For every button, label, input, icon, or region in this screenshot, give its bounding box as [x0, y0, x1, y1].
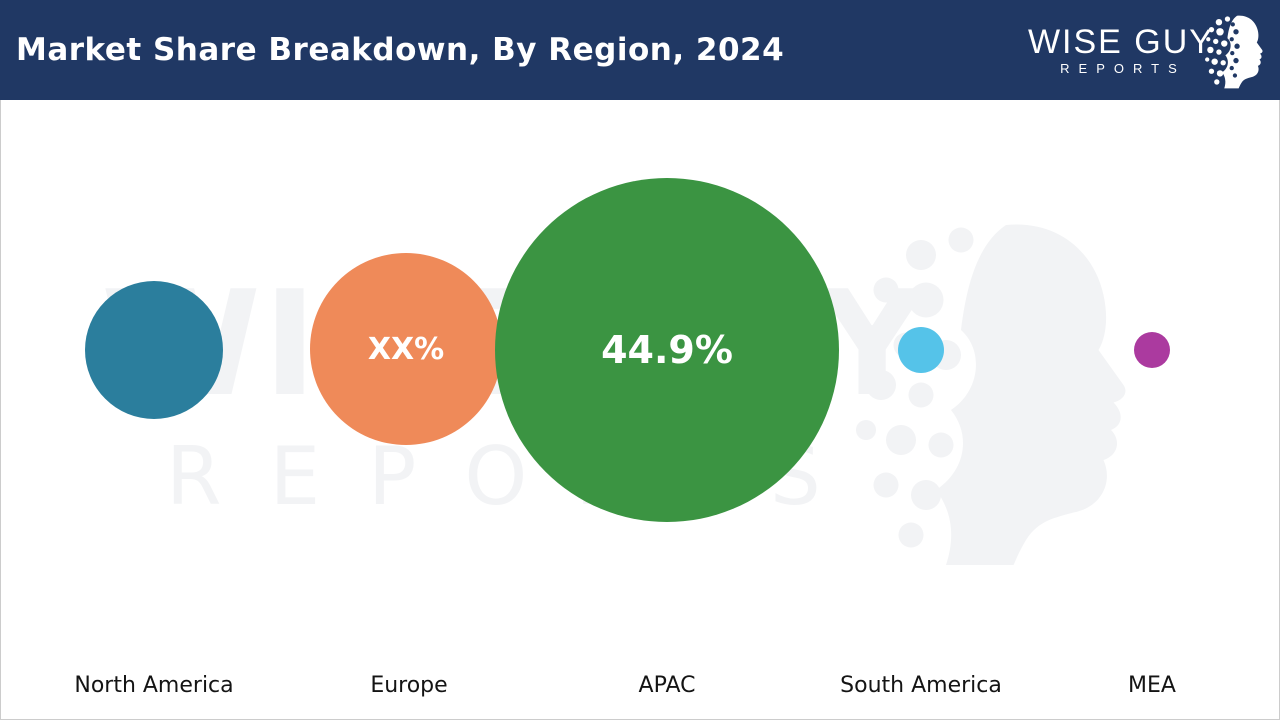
watermark-face-icon [856, 224, 1126, 565]
bubble-south-america [898, 327, 944, 373]
category-label-north-america: North America [74, 673, 234, 698]
bubble-value-label: XX% [367, 331, 445, 367]
brand-name: WISE GUY [1027, 22, 1214, 61]
brand-subtitle: REPORTS [1060, 60, 1186, 76]
bubble-apac: 44.9% [495, 178, 839, 522]
header-bar: Market Share Breakdown, By Region, 2024 … [0, 0, 1280, 100]
face-profile-icon [1205, 15, 1263, 89]
bubble-value-label: 44.9% [601, 328, 733, 372]
bubble-mea [1134, 332, 1170, 368]
category-label-apac: APAC [638, 673, 696, 698]
brand-logo: WISE GUY REPORTS [1028, 6, 1268, 94]
bubble-europe: XX% [310, 253, 502, 445]
brand-logo-text: WISE GUY REPORTS [1028, 25, 1214, 76]
category-label-mea: MEA [1128, 673, 1176, 698]
category-label-south-america: South America [840, 673, 1002, 698]
category-label-europe: Europe [370, 673, 448, 698]
bubble-chart: WISE GUY REPORTS XX% 44.9% North America… [0, 100, 1280, 720]
page-title: Market Share Breakdown, By Region, 2024 [16, 32, 785, 68]
bubble-north-america [85, 281, 223, 419]
